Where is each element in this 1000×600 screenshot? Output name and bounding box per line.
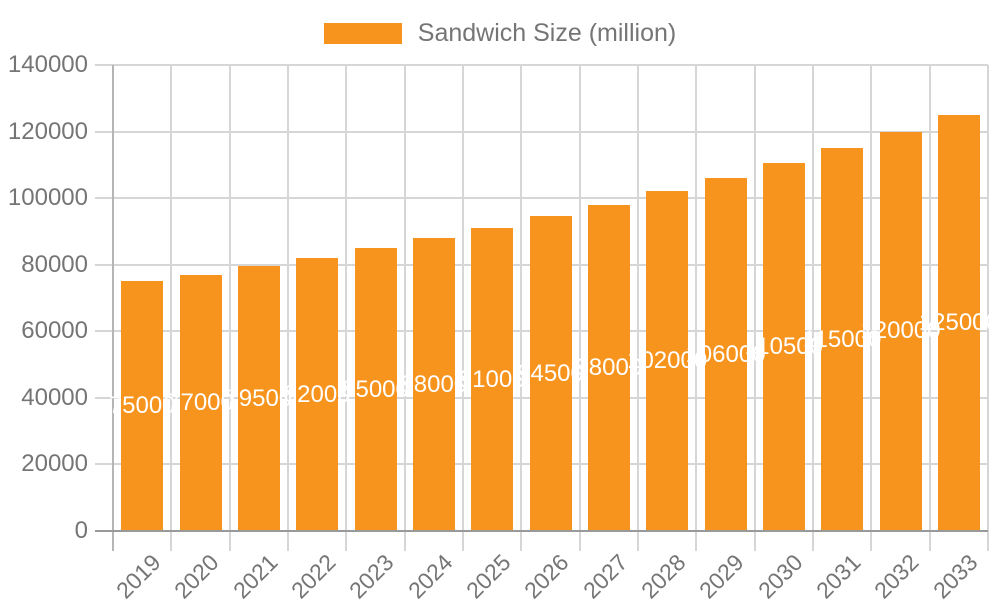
bar-2030[interactable]	[762, 163, 805, 530]
bar-value-label: 120000	[860, 317, 941, 345]
bar-value-label: 77000	[167, 388, 234, 416]
x-axis-tick-label: 2019	[110, 549, 166, 600]
x-axis-tick-label: 2021	[227, 549, 283, 600]
bar-2024[interactable]	[412, 238, 455, 530]
x-gridline	[637, 65, 639, 551]
bar-value-label: 82000	[283, 380, 351, 408]
bar-2028[interactable]	[646, 191, 689, 530]
bar-value-label: 79500	[225, 384, 293, 412]
legend[interactable]: Sandwich Size (million)	[0, 16, 1000, 50]
bar-value-label: 102000	[627, 347, 708, 375]
x-gridline	[403, 65, 406, 551]
legend-label: Sandwich Size (million)	[417, 18, 677, 47]
y-axis-line	[112, 65, 114, 551]
bar-value-label: 75000	[108, 392, 176, 420]
bar-2033[interactable]	[937, 114, 980, 530]
y-axis-tick-label: 140000	[7, 51, 88, 78]
bar-value-label: 115000	[803, 325, 882, 353]
bar-2020[interactable]	[179, 274, 222, 530]
x-gridline	[812, 65, 814, 551]
legend-swatch	[323, 22, 402, 44]
bar-2023[interactable]	[354, 248, 397, 530]
x-axis-tick-label: 2024	[402, 549, 458, 600]
y-axis-tick-label: 60000	[21, 317, 88, 345]
bar-value-label: 106000	[685, 340, 766, 368]
y-axis-tick-label: 120000	[7, 117, 88, 145]
bar-value-label: 88000	[400, 370, 468, 398]
x-axis-tick-label: 2025	[460, 549, 516, 600]
y-axis-tick-label: 0	[74, 517, 88, 544]
x-axis-tick-label: 2027	[577, 549, 633, 600]
y-axis-tick-label: 80000	[21, 250, 88, 278]
x-gridline	[520, 65, 523, 551]
x-gridline	[870, 65, 873, 551]
bar-2025[interactable]	[471, 228, 514, 530]
bar-value-label: 110500	[744, 333, 823, 361]
x-axis-tick-label: 2026	[519, 549, 574, 600]
x-axis-line	[95, 530, 988, 532]
x-axis-tick-label: 2023	[344, 549, 399, 600]
bar-2026[interactable]	[529, 216, 572, 530]
x-gridline	[987, 65, 989, 551]
x-axis-tick-label: 2029	[694, 549, 749, 600]
x-axis-tick-label: 2031	[810, 549, 866, 600]
y-axis-tick-label: 20000	[21, 450, 88, 478]
y-gridline	[95, 130, 988, 133]
y-gridline	[95, 197, 988, 200]
bar-value-label: 94500	[517, 359, 584, 387]
x-axis-tick-label: 2020	[169, 549, 224, 600]
bar-2029[interactable]	[704, 178, 747, 530]
x-gridline	[695, 65, 698, 551]
bar-2032[interactable]	[879, 131, 922, 530]
bar-2019[interactable]	[121, 281, 164, 530]
bar-2021[interactable]	[237, 266, 280, 530]
bar-value-label: 98000	[575, 353, 643, 381]
x-axis-tick-label: 2030	[752, 549, 808, 600]
bar-value-label: 125000	[918, 308, 999, 336]
x-gridline	[170, 65, 173, 551]
x-gridline	[753, 65, 756, 551]
x-gridline	[578, 65, 581, 551]
x-gridline	[345, 65, 348, 551]
bar-2022[interactable]	[296, 258, 339, 530]
x-axis-tick-label: 2033	[927, 549, 983, 600]
x-gridline	[462, 65, 464, 551]
y-axis-tick-label: 40000	[21, 383, 88, 411]
y-gridline	[95, 64, 988, 66]
bar-2031[interactable]	[821, 148, 864, 530]
bar-value-label: 91000	[458, 365, 526, 393]
x-gridline	[928, 65, 931, 551]
x-axis-tick-label: 2022	[285, 549, 341, 600]
x-gridline	[228, 65, 231, 551]
bar-2027[interactable]	[587, 204, 630, 530]
x-gridline	[287, 65, 289, 551]
x-axis-tick-label: 2028	[635, 549, 691, 600]
bar-value-label: 85000	[342, 375, 409, 403]
x-axis-tick-label: 2032	[869, 549, 924, 600]
y-axis-tick-label: 100000	[7, 184, 88, 212]
